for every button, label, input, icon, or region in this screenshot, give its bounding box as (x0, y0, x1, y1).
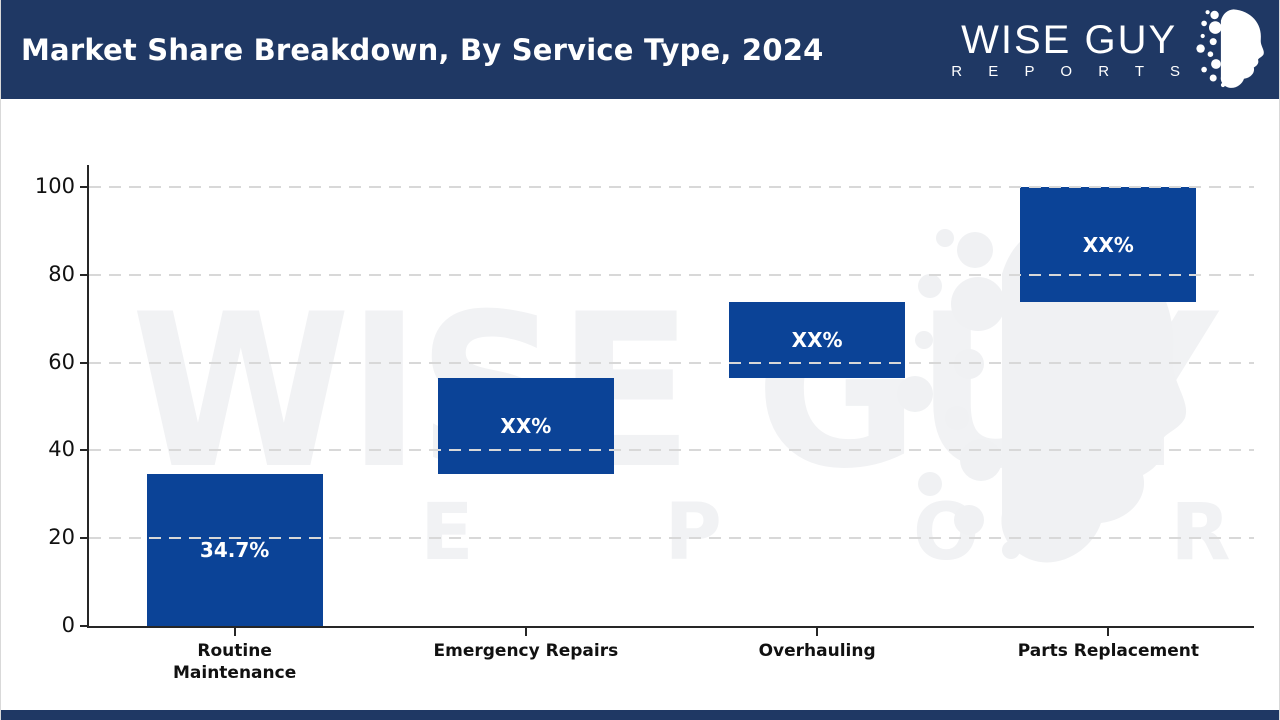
x-category-label: Emergency Repairs (433, 641, 619, 661)
footer-bar (1, 710, 1279, 720)
y-tick-mark-0 (80, 625, 89, 627)
gridline-100 (89, 186, 1254, 188)
y-tick-mark-80 (80, 273, 89, 276)
x-axis-line (87, 626, 1254, 628)
logo-subtitle: R E P O R T S (951, 63, 1191, 80)
header-bar: Market Share Breakdown, By Service Type,… (1, 0, 1279, 99)
logo-wordmark: WISE GUY (961, 18, 1178, 62)
x-category-label: Overhauling (758, 641, 876, 661)
x-tick-mark-3 (1107, 628, 1110, 636)
gridline-80 (89, 273, 1254, 276)
bar-parts-replacement[interactable]: XX% (1020, 187, 1197, 303)
y-tick-mark-100 (80, 186, 89, 188)
x-tick-mark-2 (816, 628, 819, 636)
y-tick-label-80: 80 (48, 261, 75, 286)
y-tick-label-0: 0 (61, 613, 75, 637)
bar-value-label: XX% (791, 327, 843, 352)
y-tick-mark-60 (80, 361, 89, 364)
x-tick-mark-1 (524, 628, 527, 636)
y-tick-label-100: 100 (34, 174, 75, 198)
watermark-subtitle: R E P O R T S (169, 488, 1279, 578)
logo-face-icon (1196, 8, 1264, 88)
bar-value-label: XX% (1082, 232, 1134, 257)
y-tick-mark-40 (80, 449, 89, 452)
y-axis-line (87, 165, 89, 628)
gridline-20 (89, 537, 1254, 540)
wise-guy-logo: WISE GUY R E P O R T S (947, 8, 1279, 92)
bar-routine-maintenance[interactable]: 34.7% (146, 473, 323, 626)
x-tick-mark-0 (233, 628, 236, 636)
y-tick-label-60: 60 (48, 349, 75, 374)
bar-value-label: 34.7% (199, 537, 270, 562)
x-category-label: Routine Maintenance (172, 641, 297, 684)
y-tick-mark-20 (80, 537, 89, 540)
logo-text: WISE GUY R E P O R T S (947, 20, 1191, 79)
y-tick-label-20: 20 (48, 525, 75, 550)
bar-emergency-repairs[interactable]: XX% (437, 377, 614, 474)
gridline-60 (89, 361, 1254, 364)
bar-value-label: XX% (500, 413, 552, 438)
chart-title: Market Share Breakdown, By Service Type,… (21, 32, 824, 67)
bar-overhauling[interactable]: XX% (729, 302, 906, 378)
gridline-40 (89, 449, 1254, 452)
y-tick-label-40: 40 (48, 437, 75, 462)
x-category-label: Parts Replacement (1017, 641, 1199, 661)
